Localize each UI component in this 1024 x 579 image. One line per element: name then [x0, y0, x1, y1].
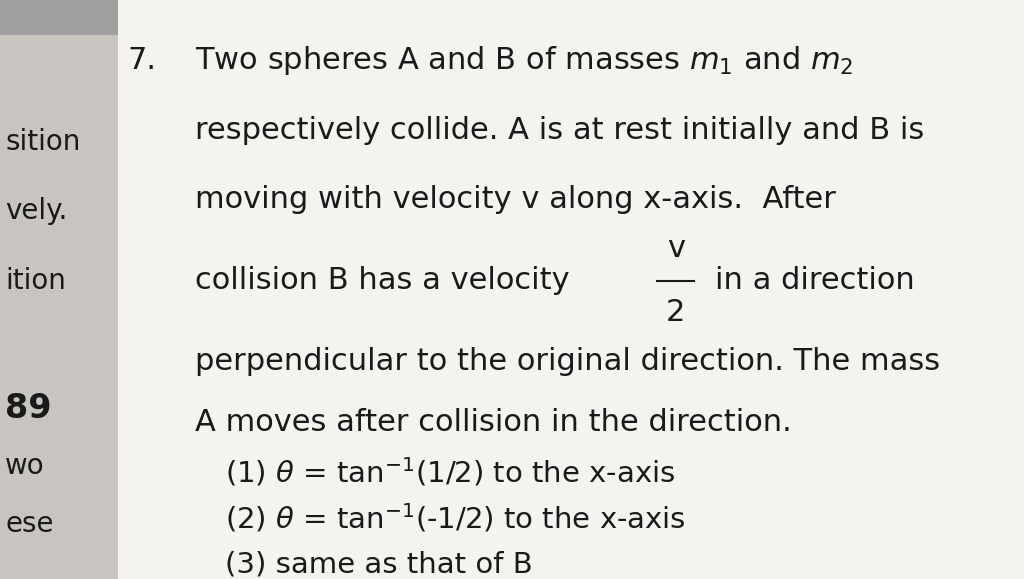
Text: collision B has a velocity: collision B has a velocity: [195, 266, 569, 295]
Text: A moves after collision in the direction.: A moves after collision in the direction…: [195, 408, 792, 437]
Text: (3) same as that of B: (3) same as that of B: [225, 551, 534, 578]
Text: v: v: [667, 234, 685, 263]
Text: respectively collide. A is at rest initially and B is: respectively collide. A is at rest initi…: [195, 116, 924, 145]
Bar: [118, 0, 1024, 579]
Text: wo: wo: [5, 452, 45, 480]
Text: 7.: 7.: [128, 46, 157, 75]
Bar: [0, 0, 1024, 35]
Text: moving with velocity v along x-axis.  After: moving with velocity v along x-axis. Aft…: [195, 185, 836, 214]
Text: perpendicular to the original direction. The mass: perpendicular to the original direction.…: [195, 347, 940, 376]
Text: (1) $\theta$ = tan$^{-1}$(1/2) to the x-axis: (1) $\theta$ = tan$^{-1}$(1/2) to the x-…: [225, 456, 676, 488]
Text: sition: sition: [5, 128, 81, 156]
Text: (2) $\theta$ = tan$^{-1}$(-1/2) to the x-axis: (2) $\theta$ = tan$^{-1}$(-1/2) to the x…: [225, 502, 686, 534]
Text: ese: ese: [5, 510, 53, 538]
Text: 2: 2: [667, 298, 685, 327]
Text: vely.: vely.: [5, 197, 68, 225]
Text: ition: ition: [5, 267, 66, 295]
Text: 89: 89: [5, 392, 51, 424]
Bar: [0, 0, 118, 579]
Text: Two spheres A and B of masses $m_1$ and $m_2$: Two spheres A and B of masses $m_1$ and …: [195, 45, 853, 77]
Text: in a direction: in a direction: [715, 266, 914, 295]
